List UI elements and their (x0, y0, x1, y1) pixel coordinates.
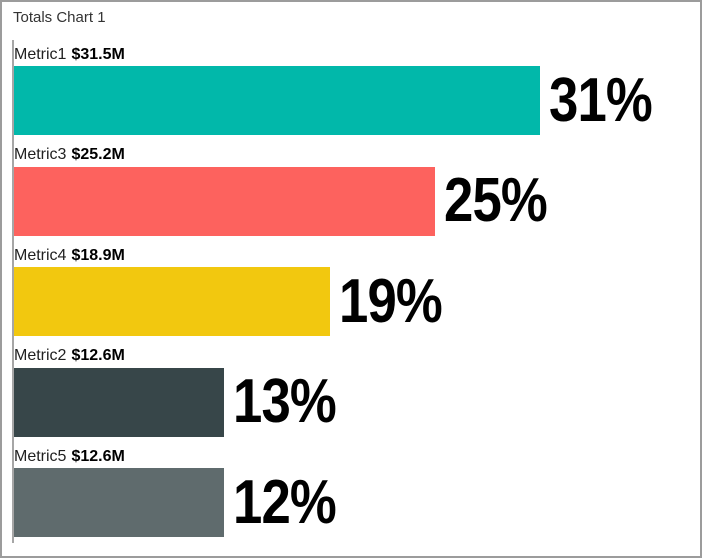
bar-line: 31% (14, 66, 700, 135)
bar-label: Metric2 $12.6M (14, 342, 700, 368)
plot-area: Metric1 $31.5M 31% Metric3 $25.2M 25% Me… (12, 40, 700, 543)
value-label: $25.2M (71, 146, 125, 163)
percent-label: 19% (339, 266, 443, 336)
value-label: $18.9M (71, 246, 125, 264)
percent-label: 31% (549, 65, 653, 135)
value-label: $31.5M (71, 45, 125, 63)
bar[interactable] (14, 166, 435, 236)
bar-row: Metric2 $12.6M 13% (14, 342, 700, 443)
bar-label: Metric5 $12.6M (14, 442, 700, 468)
bar-line: 25% (14, 166, 700, 236)
value-label: $12.6M (71, 447, 125, 465)
bar[interactable] (14, 468, 224, 537)
bar-label: Metric3 $25.2M (14, 141, 700, 167)
category-label: Metric4 (14, 246, 67, 264)
bar-row: Metric5 $12.6M 12% (14, 442, 700, 543)
bar[interactable] (14, 66, 540, 135)
bar[interactable] (14, 367, 224, 437)
category-label: Metric2 (14, 347, 67, 364)
bar-row: Metric1 $31.5M 31% (14, 40, 700, 141)
bar-row: Metric3 $25.2M 25% (14, 141, 700, 242)
bar-line: 13% (14, 367, 700, 437)
percent-label: 13% (233, 367, 337, 437)
bar-line: 19% (14, 267, 700, 336)
value-label: $12.6M (71, 347, 125, 364)
bar-label: Metric4 $18.9M (14, 241, 700, 267)
percent-label: 25% (444, 166, 548, 236)
category-label: Metric5 (14, 447, 67, 465)
chart-title: Totals Chart 1 (13, 9, 106, 26)
bar-row: Metric4 $18.9M 19% (14, 241, 700, 342)
percent-label: 12% (233, 467, 337, 537)
bar-line: 12% (14, 468, 700, 537)
bar-label: Metric1 $31.5M (14, 40, 700, 66)
bar[interactable] (14, 267, 330, 336)
category-label: Metric1 (14, 45, 67, 63)
category-label: Metric3 (14, 146, 67, 163)
